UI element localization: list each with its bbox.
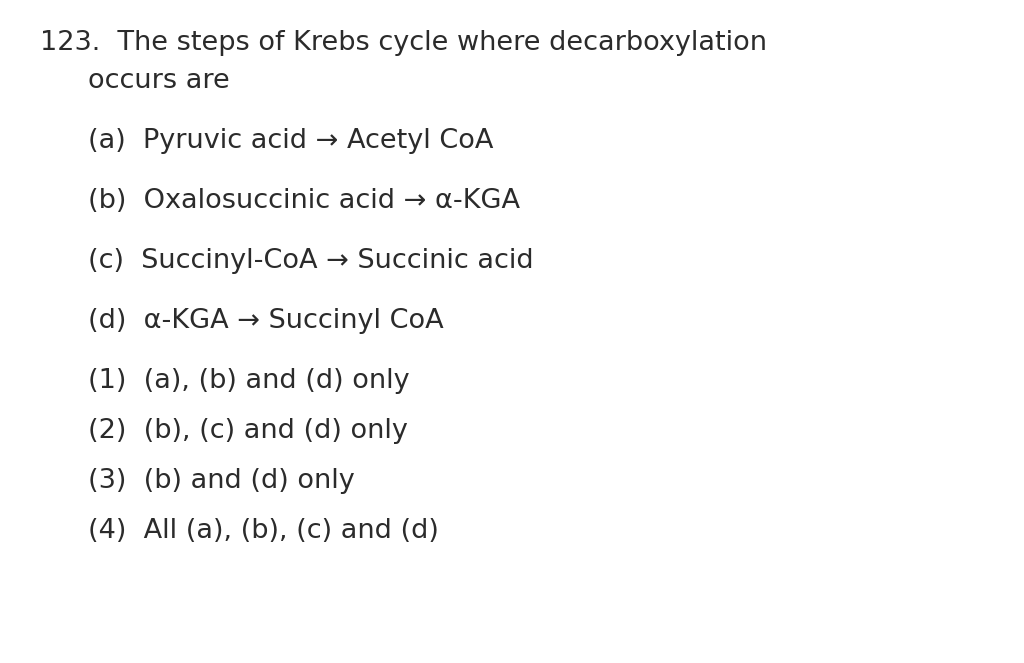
Text: (3)  (b) and (d) only: (3) (b) and (d) only — [88, 468, 354, 494]
Text: occurs are: occurs are — [88, 68, 229, 94]
Text: (a)  Pyruvic acid → Acetyl CoA: (a) Pyruvic acid → Acetyl CoA — [88, 128, 494, 154]
Text: (c)  Succinyl-CoA → Succinic acid: (c) Succinyl-CoA → Succinic acid — [88, 248, 534, 274]
Text: (d)  α-KGA → Succinyl CoA: (d) α-KGA → Succinyl CoA — [88, 308, 443, 334]
Text: (4)  All (a), (b), (c) and (d): (4) All (a), (b), (c) and (d) — [88, 518, 439, 544]
Text: (2)  (b), (c) and (d) only: (2) (b), (c) and (d) only — [88, 418, 408, 444]
Text: (b)  Oxalosuccinic acid → α-KGA: (b) Oxalosuccinic acid → α-KGA — [88, 188, 520, 214]
Text: 123.  The steps of Krebs cycle where decarboxylation: 123. The steps of Krebs cycle where deca… — [40, 30, 767, 56]
Text: (1)  (a), (b) and (d) only: (1) (a), (b) and (d) only — [88, 368, 410, 394]
